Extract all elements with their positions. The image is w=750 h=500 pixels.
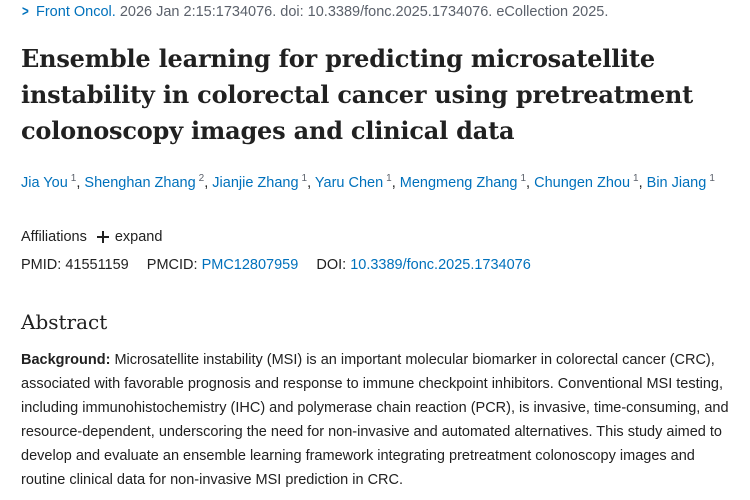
affiliation-number[interactable]: 1 (301, 173, 308, 184)
author-separator: , (638, 175, 647, 191)
chevron-right-icon[interactable]: > (22, 4, 29, 20)
identifiers-row: PMID: 41551159 PMCID: PMC12807959 DOI: 1… (21, 257, 531, 273)
author-link[interactable]: Yaru Chen (314, 175, 384, 191)
abstract-heading: Abstract (21, 310, 108, 334)
author-link[interactable]: Chungen Zhou (534, 175, 631, 191)
affiliations-label: Affiliations (21, 229, 87, 245)
author-separator: , (307, 175, 315, 191)
doi-label: DOI: (316, 257, 347, 273)
article-title: Ensemble learning for predicting microsa… (21, 44, 694, 145)
pmid-value: 41551159 (65, 257, 129, 273)
citation-line: > Front Oncol. 2026 Jan 2:15:1734076. doi… (21, 4, 608, 20)
expand-affiliations-button[interactable]: expand (96, 229, 163, 245)
background-text: Microsatellite instability (MSI) is an i… (21, 352, 729, 488)
citation-details: 2026 Jan 2:15:1734076. doi: 10.3389/fonc… (119, 4, 609, 20)
affiliation-number[interactable]: 1 (520, 173, 527, 184)
affiliation-number[interactable]: 2 (198, 173, 205, 184)
author-separator: , (391, 175, 400, 191)
author-link[interactable]: Jianjie Zhang (212, 175, 299, 191)
author-separator: , (204, 175, 213, 191)
author-separator: , (76, 175, 85, 191)
affiliation-number[interactable]: 1 (709, 173, 715, 184)
affiliation-number[interactable]: 1 (386, 173, 392, 184)
expand-label: expand (114, 229, 163, 245)
affiliations-row: Affiliations expand (21, 229, 162, 245)
author-link[interactable]: Mengmeng Zhang (399, 175, 518, 191)
doi-link[interactable]: 10.3389/fonc.2025.1734076 (350, 257, 531, 273)
pmcid-link[interactable]: PMC12807959 (201, 257, 299, 273)
plus-icon (96, 231, 109, 243)
background-label: Background: (21, 352, 111, 368)
affiliation-number[interactable]: 1 (633, 173, 639, 184)
pmcid-label: PMCID: (146, 257, 198, 273)
author-link[interactable]: Bin Jiang (646, 175, 707, 191)
pmid-label: PMID: (21, 257, 62, 273)
author-link[interactable]: Jia You (21, 175, 68, 191)
author-link[interactable]: Shenghan Zhang (84, 175, 196, 191)
journal-link[interactable]: Front Oncol. (36, 4, 116, 20)
affiliation-number[interactable]: 1 (70, 173, 77, 184)
author-separator: , (526, 175, 535, 191)
abstract-background: Background: Microsatellite instability (… (21, 348, 736, 492)
author-list: Jia You 1, Shenghan Zhang 2, Jianjie Zhang… (21, 167, 736, 195)
